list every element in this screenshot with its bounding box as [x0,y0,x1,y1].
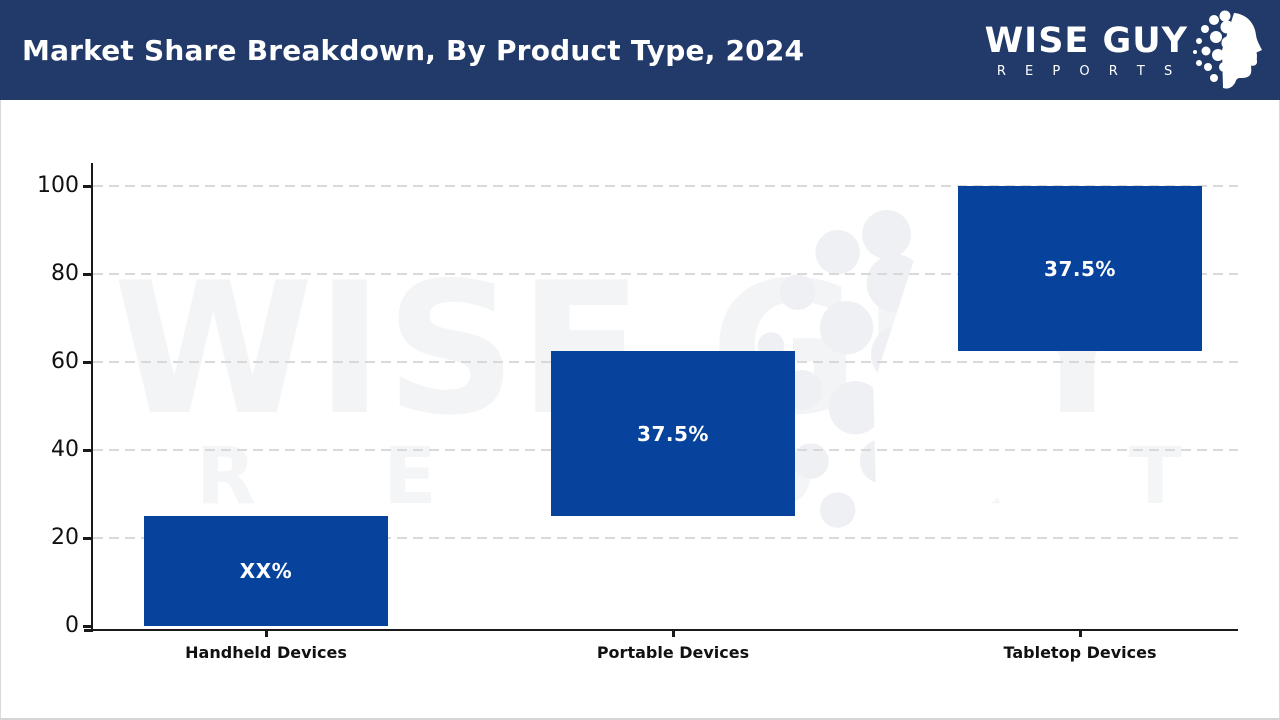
y-tick-label: 80 [51,261,79,286]
plot-area: 0 20 40 60 80 100 XX% Handheld Devices 37.5% Port… [37,163,1238,662]
bar-value-label: 37.5% [637,421,709,446]
y-tick-label: 40 [51,437,79,462]
bar-segment: XX% [144,516,388,626]
page-title: Market Share Breakdown, By Product Type,… [22,33,805,67]
bar-segment: 37.5% [551,351,795,516]
gridline [93,537,1238,539]
y-tick-label: 60 [51,349,79,374]
y-tick-label: 20 [51,525,79,550]
x-tick-label: Portable Devices [596,643,750,662]
logo-text: WISE GUY R E P O R T S [984,21,1188,79]
gridline [93,185,1238,187]
x-axis-tick [265,629,268,637]
title-bar: Market Share Breakdown, By Product Type,… [0,0,1280,100]
y-axis-tick [83,273,93,276]
bar-value-label: XX% [239,559,293,583]
y-tick-label: 0 [65,613,79,638]
bar-segment: 37.5% [958,186,1202,351]
y-axis-tick [83,625,93,628]
y-axis-tick [83,361,93,364]
wise-guy-logo: WISE GUY R E P O R T S [985,10,1262,92]
x-tick-label: Tabletop Devices [1003,643,1157,662]
y-axis-tick [83,449,93,452]
y-axis-tick [83,537,93,540]
logo-face-icon [1193,10,1262,89]
y-tick-label: 100 [37,173,79,198]
y-axis-tick [83,185,93,188]
logo-subtitle: R E P O R T S [996,64,1180,79]
bar-value-label: 37.5% [1044,256,1116,281]
x-axis-tick [672,629,675,637]
x-axis-tick [1079,629,1082,637]
chart-canvas: WISE GUY R E P O R T S 020406080100XX%Ha… [0,100,1280,720]
x-tick-label: Handheld Devices [185,643,347,662]
logo-wordmark: WISE GUY [984,21,1188,61]
gridline [93,273,1238,275]
